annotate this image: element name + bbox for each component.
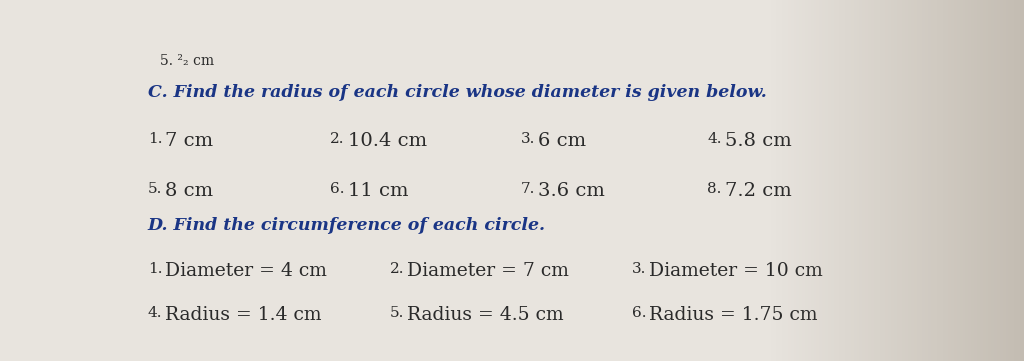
Text: Radius = 1.4 cm: Radius = 1.4 cm <box>165 306 322 324</box>
Text: 3.: 3. <box>521 132 536 146</box>
Text: 5.: 5. <box>147 182 162 196</box>
Text: 7.: 7. <box>521 182 536 196</box>
Text: 7.2 cm: 7.2 cm <box>725 182 792 200</box>
Text: 3.: 3. <box>632 261 646 275</box>
Text: 5.8 cm: 5.8 cm <box>725 132 792 150</box>
Text: Diameter = 7 cm: Diameter = 7 cm <box>408 261 569 279</box>
Text: Radius = 1.75 cm: Radius = 1.75 cm <box>649 306 818 324</box>
Text: 5.: 5. <box>390 306 404 320</box>
Text: 6.: 6. <box>331 182 345 196</box>
Text: 8.: 8. <box>708 182 722 196</box>
Text: 2.: 2. <box>390 261 404 275</box>
Text: Diameter = 10 cm: Diameter = 10 cm <box>649 261 823 279</box>
Text: 6.: 6. <box>632 306 646 320</box>
Text: 7 cm: 7 cm <box>165 132 213 150</box>
Text: 6 cm: 6 cm <box>539 132 587 150</box>
Text: 4.: 4. <box>147 306 163 320</box>
Text: 1.: 1. <box>147 261 163 275</box>
Text: 8 cm: 8 cm <box>165 182 213 200</box>
Text: 3.6 cm: 3.6 cm <box>539 182 605 200</box>
Text: D. Find the circumference of each circle.: D. Find the circumference of each circle… <box>147 217 546 234</box>
Text: 5. ²₂ cm: 5. ²₂ cm <box>160 55 214 69</box>
Text: 10.4 cm: 10.4 cm <box>348 132 427 150</box>
Text: Diameter = 4 cm: Diameter = 4 cm <box>165 261 328 279</box>
Text: Radius = 4.5 cm: Radius = 4.5 cm <box>408 306 564 324</box>
Text: 1.: 1. <box>147 132 163 146</box>
Text: C. Find the radius of each circle whose diameter is given below.: C. Find the radius of each circle whose … <box>147 84 767 101</box>
Text: 2.: 2. <box>331 132 345 146</box>
Text: 11 cm: 11 cm <box>348 182 409 200</box>
Text: 4.: 4. <box>708 132 722 146</box>
